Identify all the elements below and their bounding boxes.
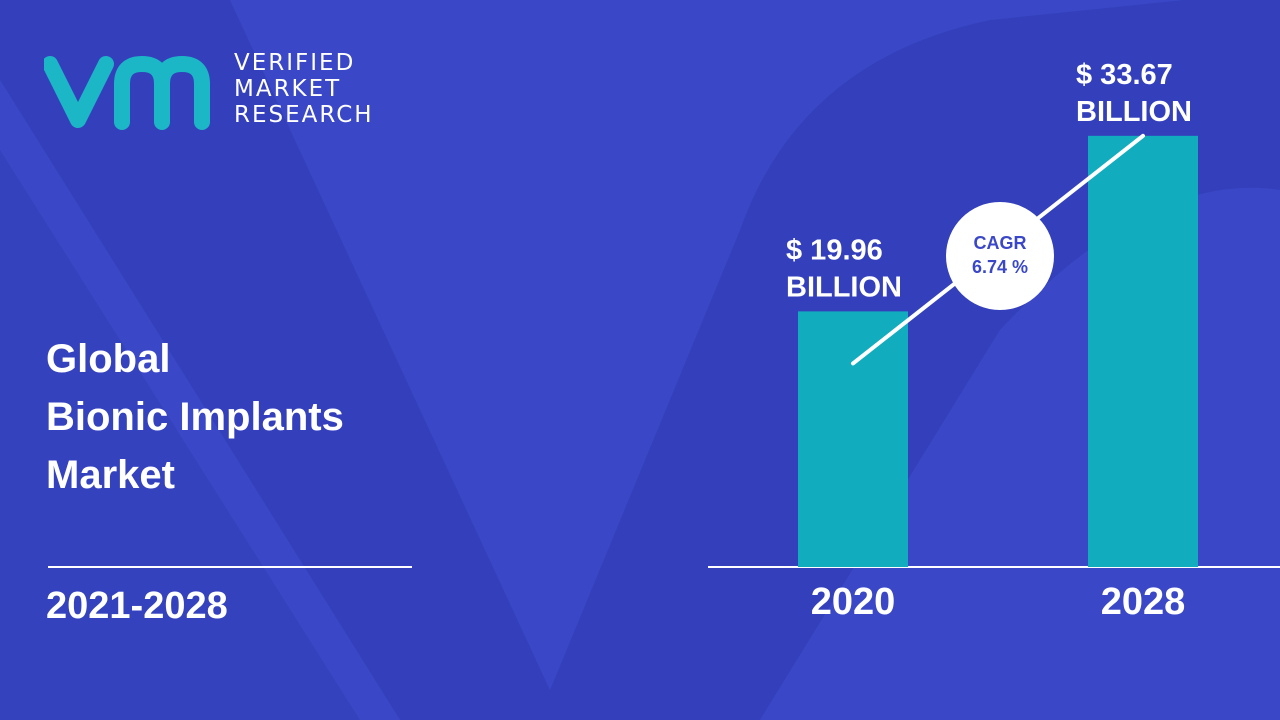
forecast-period: 2021-2028 [46, 585, 228, 627]
x-tick-label-2020: 2020 [811, 581, 896, 623]
bar-2028 [1088, 135, 1198, 567]
brand-line-market: MARKET [234, 76, 342, 102]
report-title: Global Bionic Implants Market [46, 330, 344, 504]
brand-line-research: RESEARCH [234, 102, 374, 128]
cagr-label: CAGR [973, 233, 1027, 253]
title-line-1: Global [46, 337, 171, 381]
data-label-2020-line-1: $ 19.96 [786, 234, 883, 266]
cagr-value: 6.74 % [971, 257, 1029, 277]
data-label-2028-line-1: $ 33.67 [1076, 59, 1173, 91]
x-tick-label-2028: 2028 [1101, 581, 1186, 623]
vmr-monogram-icon [44, 55, 210, 130]
title-divider [48, 566, 412, 568]
bar-2020 [798, 311, 908, 567]
title-line-3: Market [46, 453, 175, 497]
background-left-shade [0, 150, 360, 720]
brand-name: VERIFIED MARKET RESEARCH [234, 50, 374, 128]
cagr-badge: CAGR 6.74 % [946, 202, 1054, 310]
brand-line-verified: VERIFIED [234, 50, 356, 76]
data-label-2028-line-2: BILLION [1076, 96, 1192, 128]
brand-logo: VERIFIED MARKET RESEARCH [44, 50, 404, 132]
data-label-2020-line-2: BILLION [786, 271, 902, 303]
title-line-2: Bionic Implants [46, 395, 344, 439]
